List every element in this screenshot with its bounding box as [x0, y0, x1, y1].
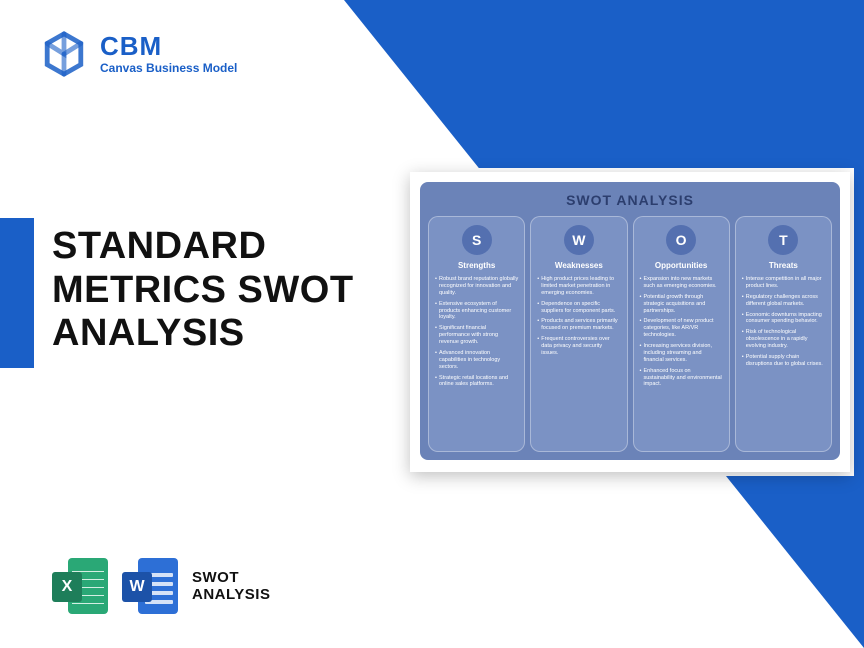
swot-letter-circle: W	[564, 225, 594, 255]
swot-item: Frequent controversies over data privacy…	[537, 336, 620, 357]
swot-item: Significant financial performance with s…	[435, 325, 518, 346]
format-block: X W SWOT ANALYSIS	[52, 558, 270, 614]
swot-item: Intense competition in all major product…	[742, 276, 825, 290]
brand-logo: CBM Canvas Business Model	[40, 30, 237, 78]
swot-letter-circle: O	[666, 225, 696, 255]
swot-item: Economic downturns impacting consumer sp…	[742, 312, 825, 326]
swot-item-list: Intense competition in all major product…	[742, 276, 825, 372]
format-label-line1: SWOT	[192, 569, 270, 586]
swot-panel: SWOT ANALYSIS S Strengths Robust brand rep…	[420, 182, 840, 460]
swot-column: S Strengths Robust brand reputation global…	[428, 216, 525, 452]
excel-icon: X	[52, 558, 108, 614]
format-label: SWOT ANALYSIS	[192, 569, 270, 604]
swot-column: W Weaknesses High product prices leading t…	[530, 216, 627, 452]
swot-preview-card: SWOT ANALYSIS S Strengths Robust brand rep…	[410, 172, 850, 472]
swot-item-list: Robust brand reputation globally recogni…	[435, 276, 518, 392]
swot-item: Products and services primarily focused …	[537, 318, 620, 332]
swot-column: T Threats Intense competition in all major…	[735, 216, 832, 452]
swot-item: Advanced innovation capabilities in tech…	[435, 350, 518, 371]
swot-item: Risk of technological obsolescence in a …	[742, 329, 825, 350]
format-label-line2: ANALYSIS	[192, 586, 270, 603]
swot-item: Increasing services division, including …	[640, 343, 723, 364]
swot-item: High product prices leading to limited m…	[537, 276, 620, 297]
swot-item-list: High product prices leading to limited m…	[537, 276, 620, 361]
swot-item: Development of new product categories, l…	[640, 318, 723, 339]
page-title: STANDARD METRICS SWOT ANALYSIS	[52, 225, 412, 356]
accent-bar	[0, 218, 34, 368]
swot-item-list: Expansion into new markets such as emerg…	[640, 276, 723, 392]
swot-heading: Threats	[769, 261, 798, 270]
swot-heading: Opportunities	[655, 261, 707, 270]
brand-name: CBM	[100, 33, 237, 59]
swot-column: O Opportunities Expansion into new markets…	[633, 216, 730, 452]
swot-item: Dependence on specific suppliers for com…	[537, 301, 620, 315]
swot-item: Expansion into new markets such as emerg…	[640, 276, 723, 290]
brand-tagline: Canvas Business Model	[100, 61, 237, 75]
swot-item: Potential growth through strategic acqui…	[640, 294, 723, 315]
swot-letter-circle: T	[768, 225, 798, 255]
swot-item: Regulatory challenges across different g…	[742, 294, 825, 308]
swot-item: Potential supply chain disruptions due t…	[742, 354, 825, 368]
swot-item: Extensive ecosystem of products enhancin…	[435, 301, 518, 322]
swot-letter-circle: S	[462, 225, 492, 255]
swot-heading: Weaknesses	[555, 261, 603, 270]
swot-title: SWOT ANALYSIS	[428, 192, 832, 208]
swot-item: Enhanced focus on sustainability and env…	[640, 368, 723, 389]
swot-item: Robust brand reputation globally recogni…	[435, 276, 518, 297]
swot-item: Strategic retail locations and online sa…	[435, 375, 518, 389]
logo-icon	[40, 30, 88, 78]
swot-heading: Strengths	[458, 261, 495, 270]
word-icon: W	[122, 558, 178, 614]
swot-columns: S Strengths Robust brand reputation global…	[428, 216, 832, 452]
